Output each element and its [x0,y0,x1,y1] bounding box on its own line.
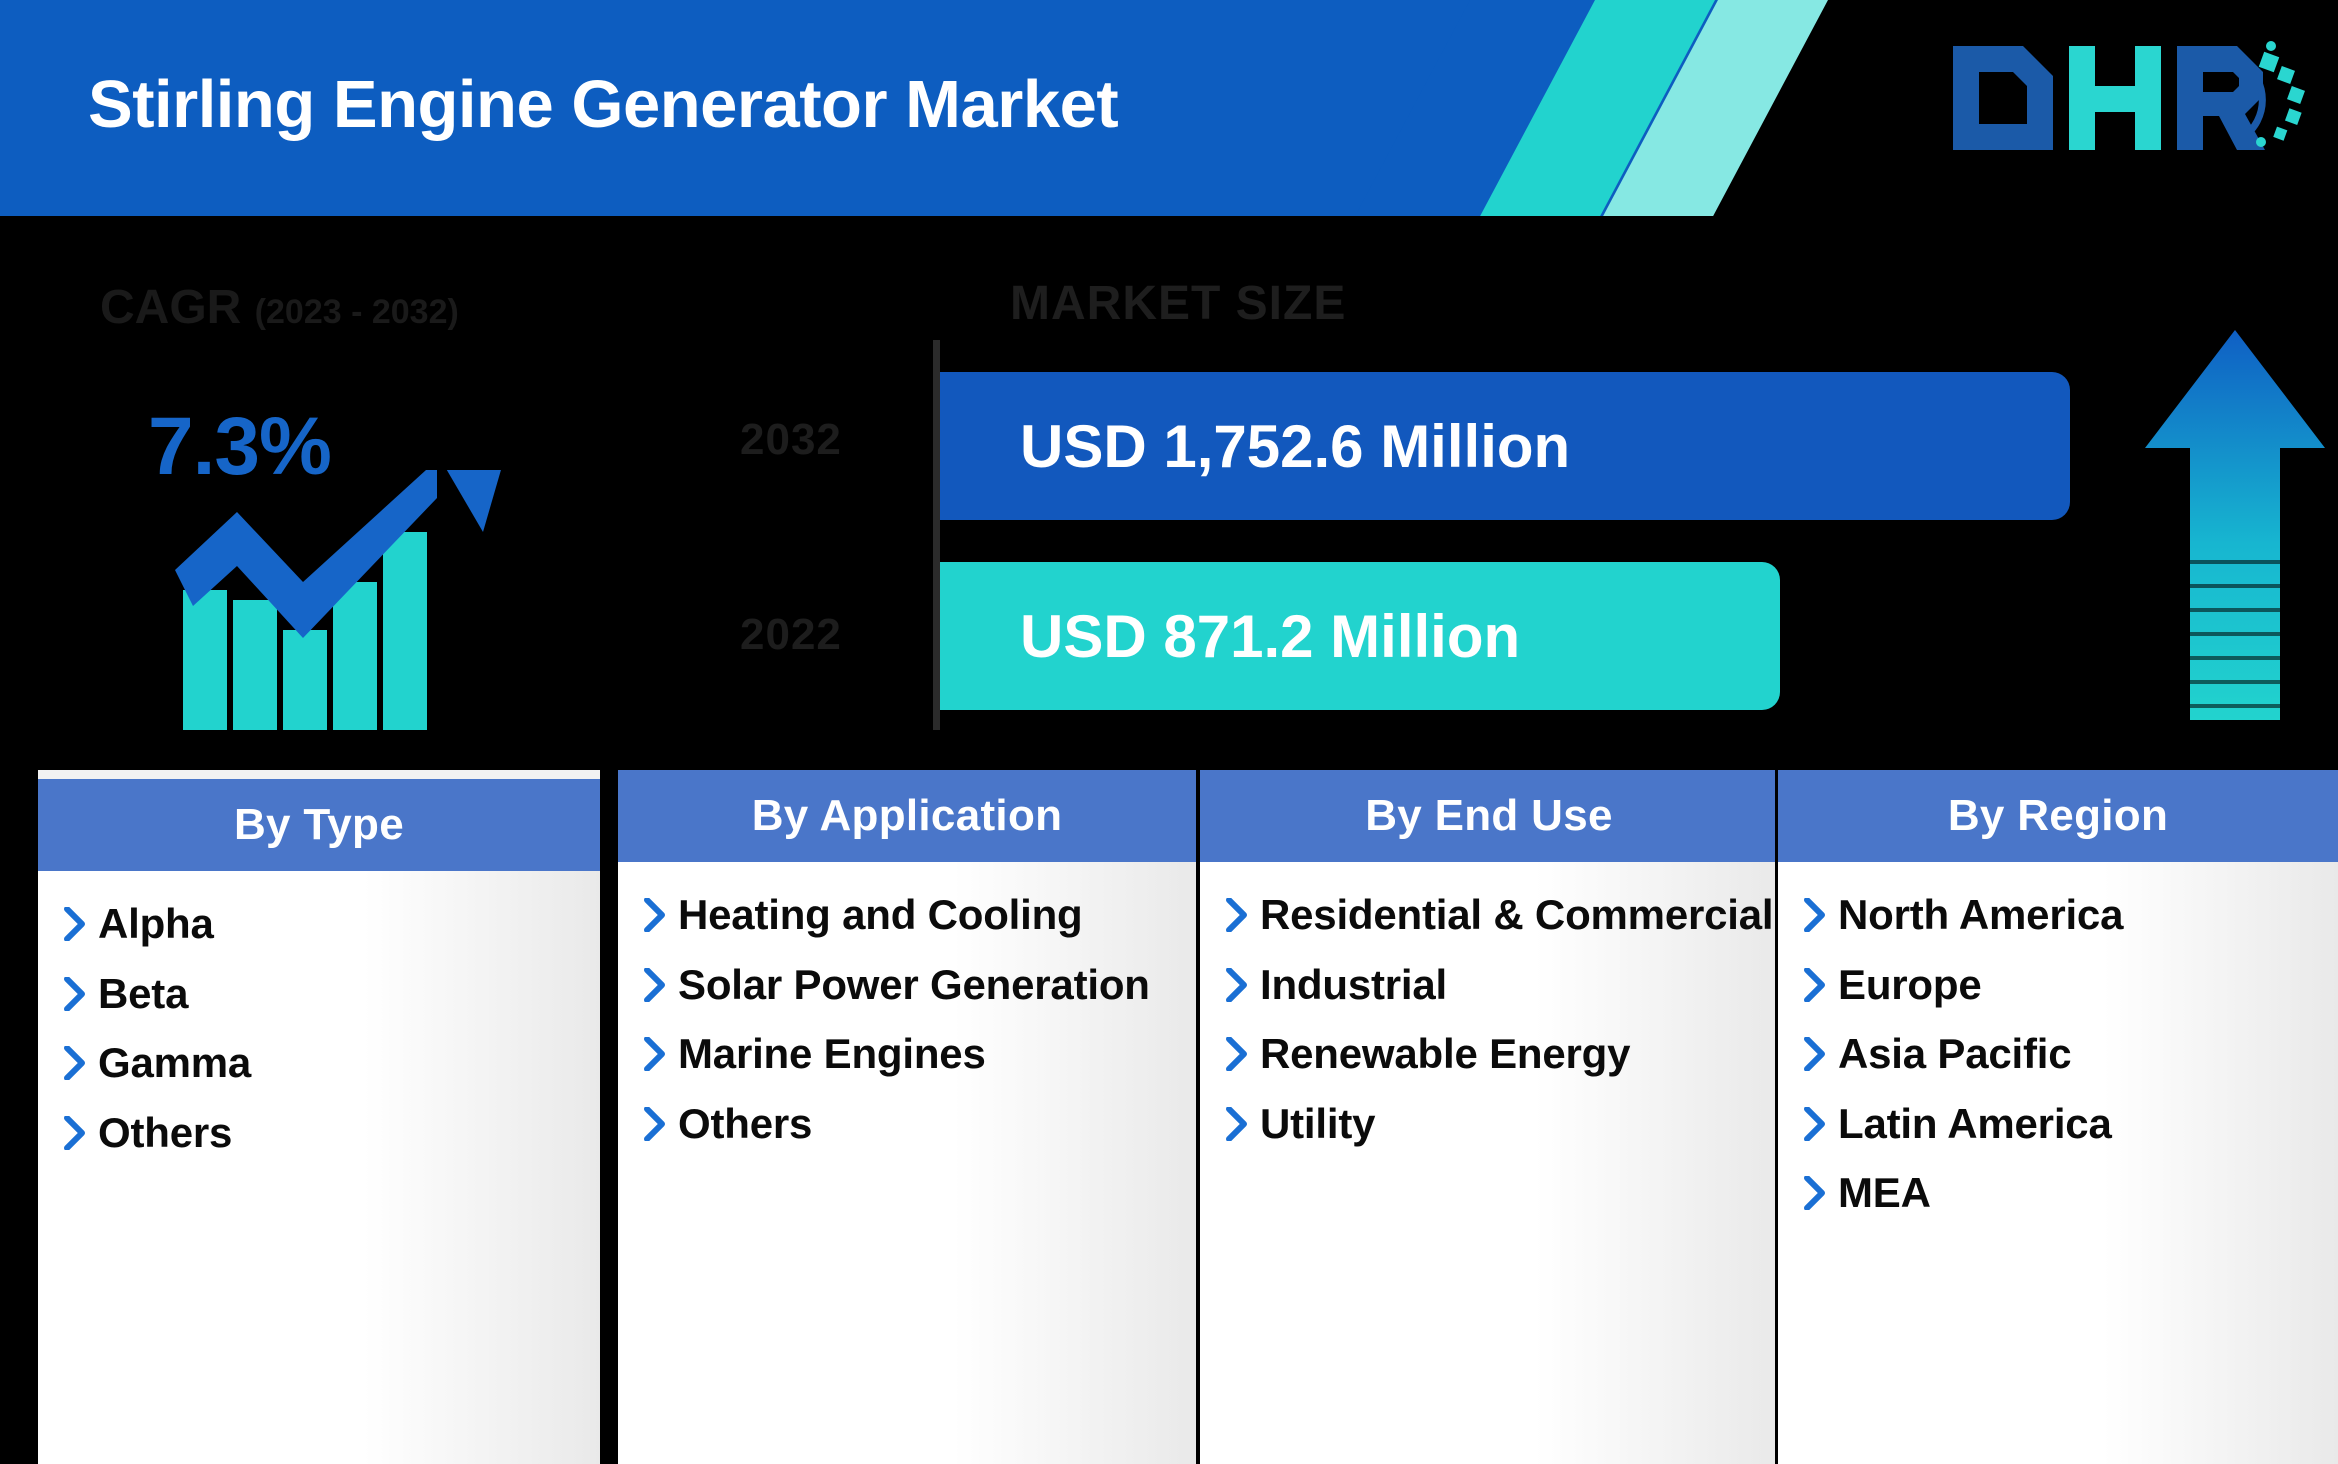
bar-year-label-base: 2022 [740,610,842,659]
segment-card-header: By End Use [1200,770,1778,862]
segment-card-header: By Type [38,779,600,871]
chevron-right-icon [1804,1175,1826,1215]
logo-letter-h [2069,46,2161,150]
list-item-label: Residential & Commercial [1260,891,1774,938]
chevron-right-icon [1804,966,1826,1007]
chevron-right-icon [1804,1105,1826,1146]
segment-cards: By Type Alpha Beta [0,770,2338,1464]
list-item[interactable]: Heating and Cooling [644,890,1196,940]
bar-forecast: USD 1,752.6 Million [940,372,2070,520]
list-item[interactable]: Residential & Commercial [1226,890,1778,940]
segment-card-header: By Region [1778,770,2338,862]
segment-list: Alpha Beta Gamma [38,871,600,1157]
market-size-label: MARKET SIZE [1010,277,1347,330]
list-item-label: Solar Power Generation [678,960,1150,1008]
list-item-label: Alpha [98,900,214,947]
cagr-label-text: CAGR [100,281,242,334]
list-item[interactable]: Beta [64,969,600,1019]
chevron-right-icon [64,1045,86,1085]
segment-list: Heating and Cooling Solar Power Generati… [618,862,1196,1148]
chevron-right-icon [644,966,666,1007]
segment-list: North America Europe Asia Pacific [1778,862,2338,1218]
chevron-right-icon [64,975,86,1016]
list-item-label: Gamma [98,1039,252,1087]
logo-dot-arc [2256,41,2305,147]
list-item[interactable]: Latin America [1804,1099,2338,1149]
segment-card-by-end-use[interactable]: By End Use Residential & Commercial Indu… [1200,770,1778,1464]
segment-title: By Region [1947,791,2169,840]
list-item[interactable]: Others [64,1108,600,1158]
chevron-right-icon [64,906,86,946]
logo-arc-stroke [2242,61,2266,139]
list-item[interactable]: Asia Pacific [1804,1029,2338,1079]
list-item-label: Others [678,1099,813,1147]
segment-title: By Application [751,791,1063,840]
list-item-label: Industrial [1260,960,1448,1008]
list-item[interactable]: North America [1804,890,2338,940]
bar-forecast-value: USD 1,752.6 Million [1020,412,1571,480]
list-item[interactable]: MEA [1804,1168,2338,1218]
logo-letter-r [2177,46,2265,150]
segment-title: By End Use [1365,791,1613,840]
list-item-label: Heating and Cooling [678,891,1083,938]
list-item-label: Europe [1838,960,1982,1008]
segment-title: By Type [233,800,404,849]
chevron-right-icon [1226,1036,1248,1076]
dhr-logo [1945,38,2305,158]
segment-card-by-type[interactable]: By Type Alpha Beta [38,770,600,1464]
up-arrow-icon [2145,330,2325,720]
chevron-right-icon [1226,966,1248,1007]
logo-letter-d [1953,46,2053,150]
list-item-label: Latin America [1838,1099,2112,1147]
segment-card-header: By Application [618,770,1196,862]
bar-year-label-forecast: 2032 [740,415,842,464]
chevron-right-icon [64,1114,86,1155]
segment-list: Residential & Commercial Industrial Rene… [1200,862,1778,1148]
list-item[interactable]: Renewable Energy [1226,1029,1778,1079]
list-item[interactable]: Alpha [64,899,600,949]
chevron-right-icon [1226,897,1248,937]
list-item[interactable]: Solar Power Generation [644,960,1196,1010]
cagr-value: 7.3% [148,401,332,492]
bar-base-value: USD 871.2 Million [1020,602,1521,670]
growth-bar-chart-arrow-icon [175,436,515,730]
list-item[interactable]: Marine Engines [644,1029,1196,1079]
chevron-right-icon [1804,1036,1826,1076]
list-item[interactable]: Utility [1226,1099,1778,1149]
list-item-label: MEA [1838,1169,1931,1217]
list-item[interactable]: Gamma [64,1038,600,1088]
cagr-label: CAGR (2023 - 2032) [100,280,459,335]
chevron-right-icon [1226,1105,1248,1146]
bar-base: USD 871.2 Million [940,562,1780,710]
list-item-label: Beta [98,969,189,1017]
segment-card-by-application[interactable]: By Application Heating and Cooling Solar… [618,770,1196,1464]
chevron-right-icon [644,897,666,937]
list-item-label: Others [98,1108,233,1156]
header-banner [0,0,1558,216]
chevron-right-icon [644,1105,666,1146]
cagr-period: (2023 - 2032) [254,293,459,331]
list-item[interactable]: Others [644,1099,1196,1149]
list-item[interactable]: Europe [1804,960,2338,1010]
list-item-label: Renewable Energy [1260,1030,1631,1078]
list-item[interactable]: Industrial [1226,960,1778,1010]
segment-card-by-region[interactable]: By Region North America Europe [1778,770,2338,1464]
list-item-label: Utility [1260,1099,1376,1147]
list-item-label: Marine Engines [678,1030,986,1078]
chevron-right-icon [1804,897,1826,937]
list-item-label: North America [1838,891,2124,938]
page-title: Stirling Engine Generator Market [88,67,1119,142]
chart-axis-line [933,340,940,730]
list-item-label: Asia Pacific [1838,1030,2072,1078]
chevron-right-icon [644,1036,666,1076]
